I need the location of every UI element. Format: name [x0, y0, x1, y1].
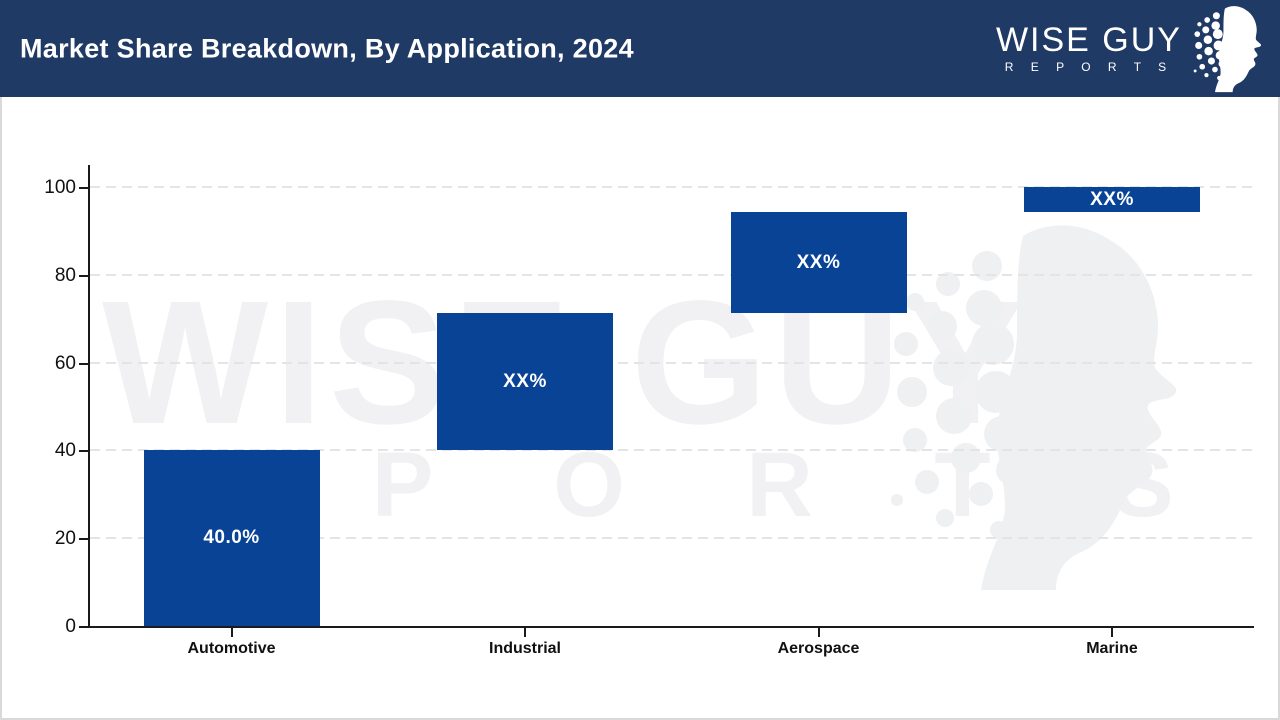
gridline-20	[90, 537, 1254, 540]
x-tick-aerospace	[817, 628, 820, 637]
y-tick-label-80: 80	[54, 264, 76, 286]
bar-value-label: XX%	[1090, 188, 1134, 210]
x-label-marine: Marine	[1086, 640, 1138, 657]
logo-head-icon	[1193, 5, 1262, 92]
bar-value-label: XX%	[796, 251, 841, 273]
gridline-80	[90, 273, 1254, 276]
plot-area: 0 20 40 60 80 100 40.0% XX% XX% XX% Automotive Indu…	[2, 97, 1278, 718]
y-tick-label-100: 100	[44, 177, 76, 198]
x-axis-line	[88, 626, 1254, 628]
logo-subtext: R E P O R T S	[1004, 60, 1174, 74]
wiseguy-logo: WISE GUY R E P O R T S	[996, 0, 1270, 97]
x-label-aerospace: Aerospace	[777, 640, 860, 657]
chart-canvas: WISE GUY P O R T S 0 20 40 60 80 100 40.0% XX% X…	[0, 97, 1280, 720]
x-tick-automotive	[230, 628, 233, 637]
gridline-60	[90, 361, 1254, 364]
gridline-40	[90, 449, 1254, 452]
y-tick-100	[79, 187, 88, 189]
header-bar: Market Share Breakdown, By Application, …	[0, 0, 1280, 97]
bar-aerospace: XX%	[730, 212, 907, 313]
gridline-100	[90, 186, 1254, 188]
y-tick-20	[79, 538, 88, 541]
y-tick-60	[79, 362, 88, 365]
y-tick-40	[79, 450, 88, 453]
y-tick-0	[79, 626, 88, 628]
bar-industrial: XX%	[437, 312, 613, 451]
x-tick-industrial	[524, 628, 526, 637]
x-label-automotive: Automotive	[187, 640, 276, 657]
logo-wordmark: WISE GUY	[995, 21, 1182, 59]
y-tick-80	[79, 274, 88, 277]
logo-text: WISE GUY R E P O R T S	[996, 23, 1182, 74]
y-tick-label-60: 60	[54, 352, 76, 374]
x-label-industrial: Industrial	[488, 640, 562, 657]
chart-title: Market Share Breakdown, By Application, …	[20, 33, 634, 63]
bar-automotive: 40.0%	[143, 450, 320, 626]
bar-value-label: XX%	[503, 370, 547, 392]
y-tick-label-20: 20	[54, 528, 76, 550]
y-tick-label-40: 40	[54, 440, 76, 462]
bar-marine: XX%	[1024, 187, 1200, 213]
y-tick-label-0: 0	[65, 616, 76, 637]
x-tick-marine	[1111, 628, 1113, 637]
bar-value-label: 40.0%	[203, 527, 260, 549]
y-axis-line	[88, 165, 90, 628]
